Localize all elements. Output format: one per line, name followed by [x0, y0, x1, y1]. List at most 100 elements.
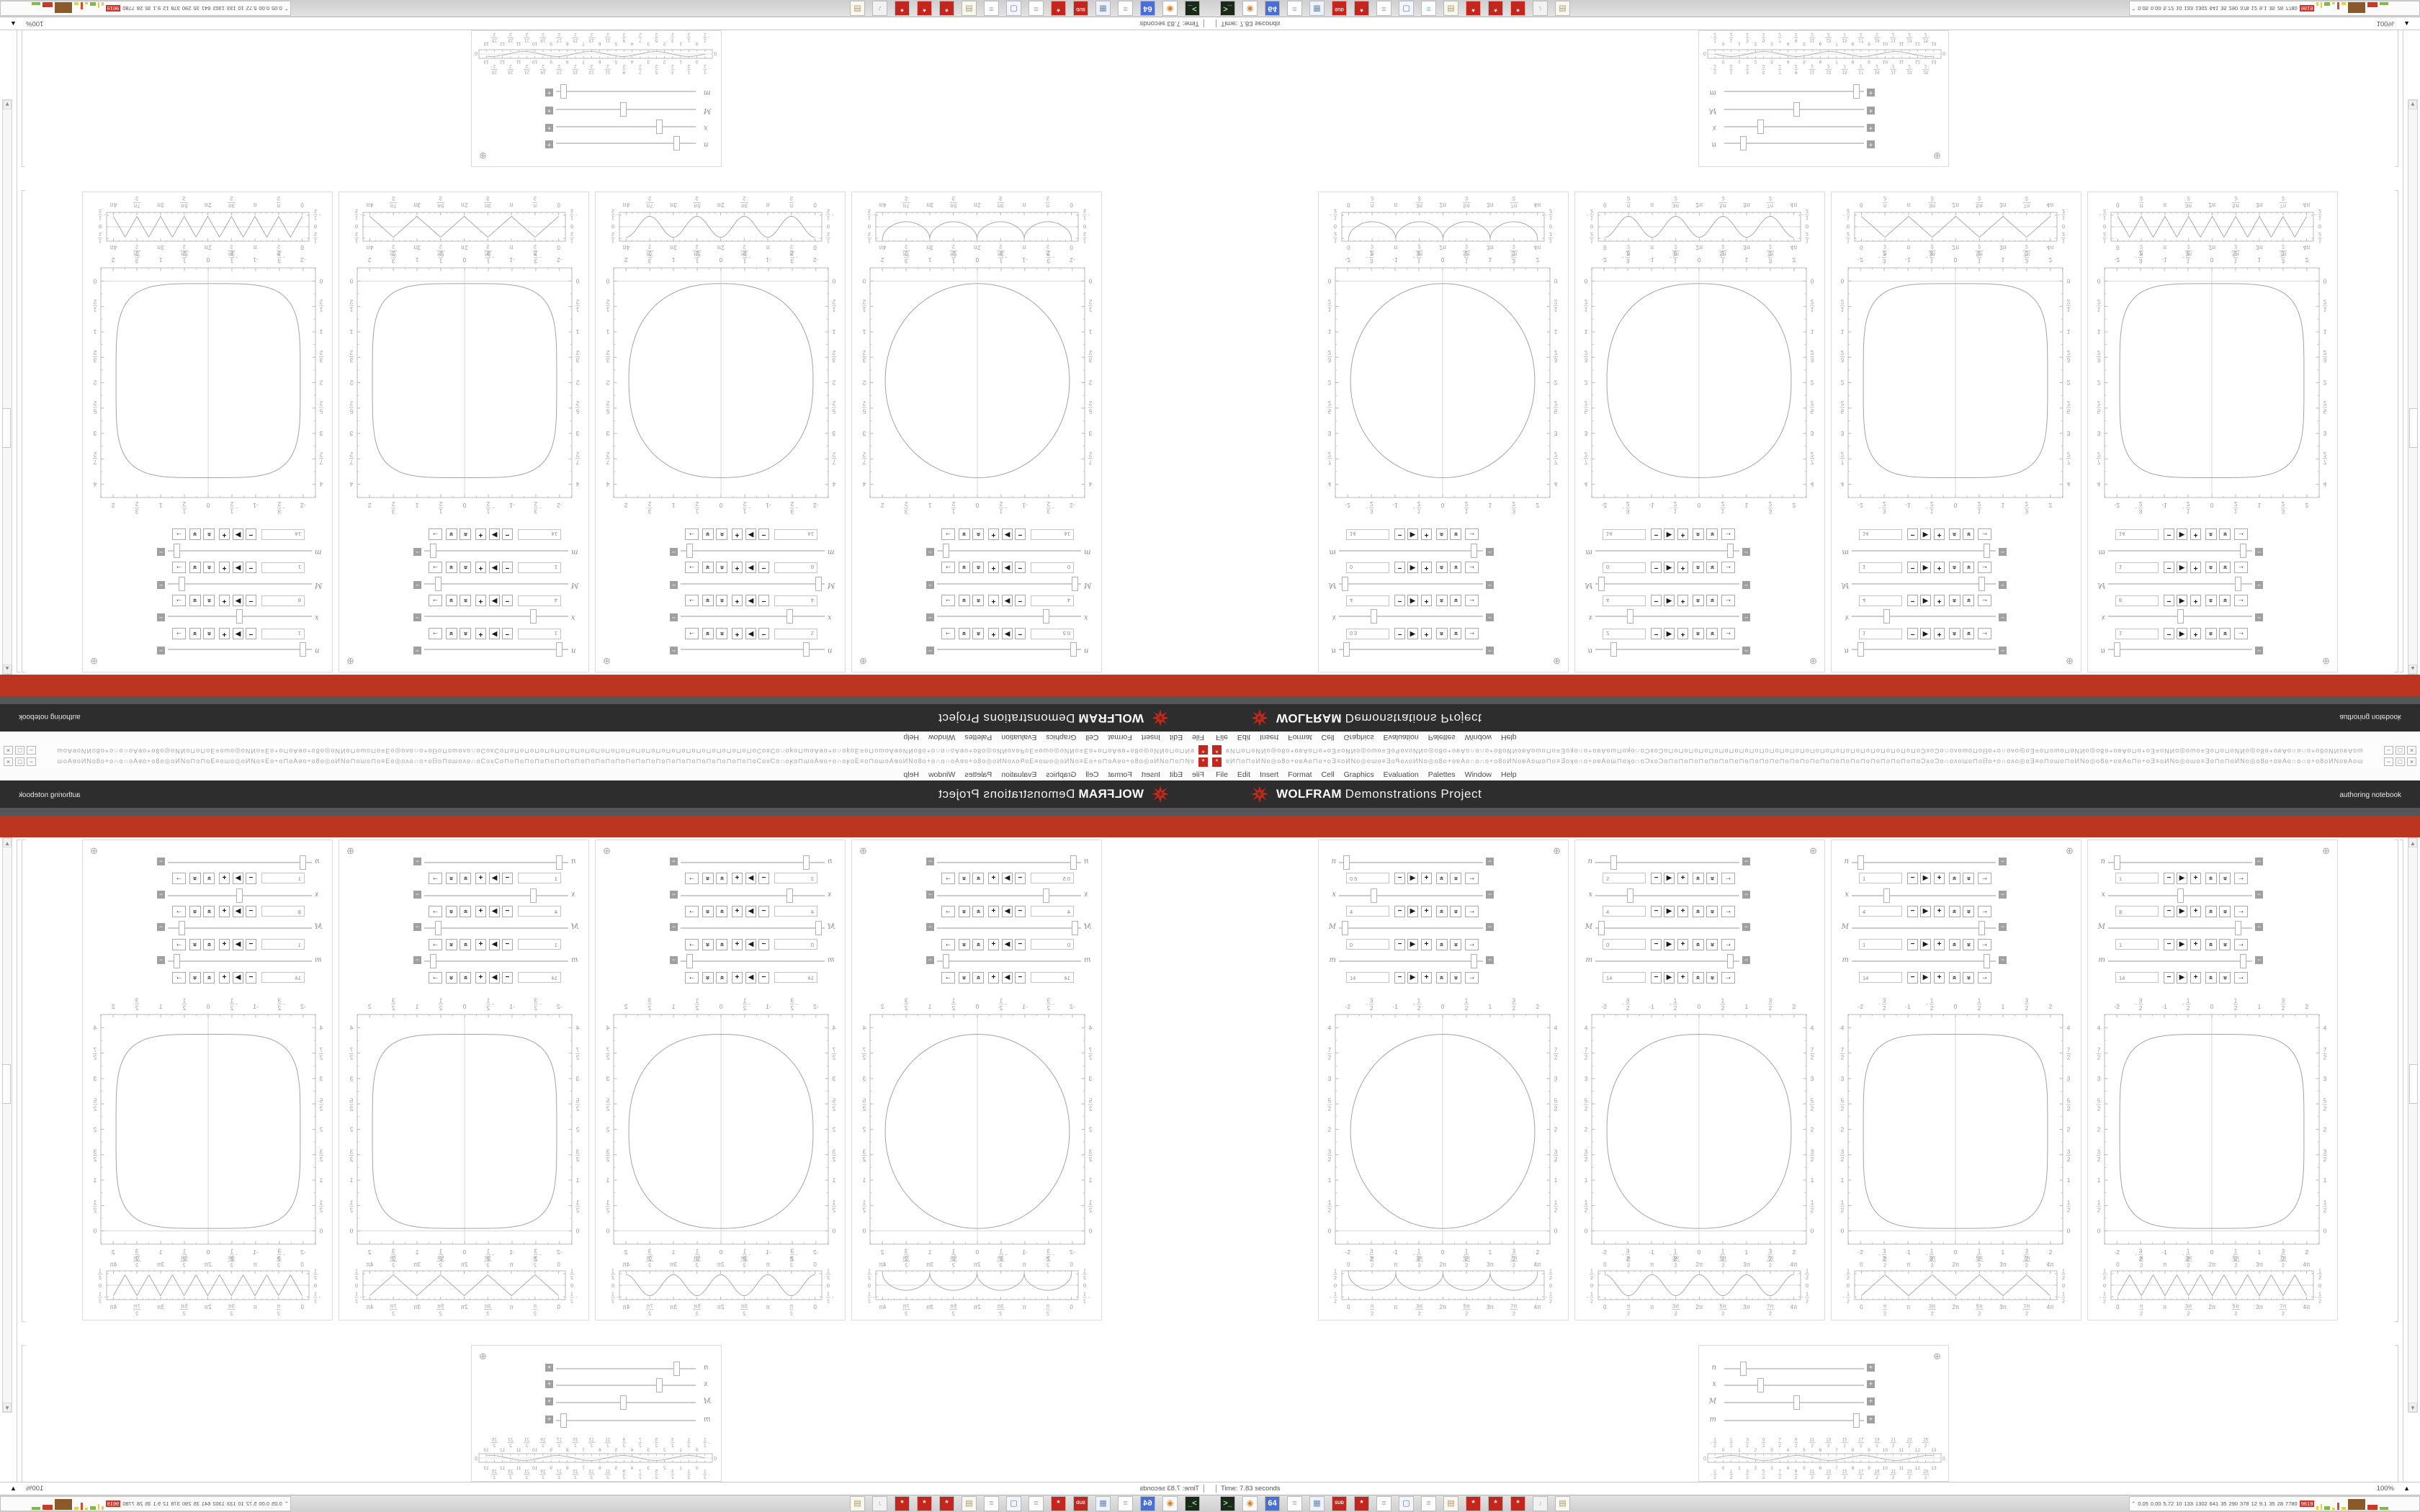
slider-thumb-M[interactable]	[435, 921, 442, 935]
slower-button[interactable]: »	[1450, 595, 1461, 606]
slider-collapse-button[interactable]: −	[2255, 581, 2263, 589]
play-button[interactable]: ▶	[1002, 939, 1013, 950]
direction-button[interactable]: →	[1721, 972, 1735, 984]
slider-collapse-button[interactable]: −	[413, 613, 421, 621]
value-field-x[interactable]: 4	[1603, 595, 1646, 606]
slider-track-n[interactable]	[1339, 642, 1483, 657]
resize-grip-icon[interactable]: ▲	[10, 20, 17, 27]
menu-item-insert[interactable]: Insert	[1260, 733, 1279, 742]
increment-button[interactable]: +	[732, 873, 743, 884]
value-field-M[interactable]: 0	[1346, 562, 1389, 573]
slower-button[interactable]: »	[959, 628, 970, 639]
slider-expand-button[interactable]: +	[1867, 140, 1875, 148]
slider-thumb-x[interactable]	[236, 888, 243, 903]
decrement-button[interactable]: −	[1651, 528, 1662, 540]
faster-button[interactable]: »	[1949, 873, 1960, 884]
play-button[interactable]: ▶	[2177, 972, 2187, 984]
direction-button[interactable]: →	[2234, 528, 2248, 540]
slider-thumb-n[interactable]	[673, 136, 680, 150]
direction-button[interactable]: →	[429, 595, 442, 606]
faster-button[interactable]: »	[203, 628, 215, 639]
slider-track-x[interactable]	[681, 888, 825, 903]
play-button[interactable]: ▶	[1920, 562, 1931, 573]
play-button[interactable]: ▶	[1664, 528, 1675, 540]
slider-track-n[interactable]	[424, 855, 568, 870]
decrement-button[interactable]: −	[1907, 595, 1918, 606]
decrement-button[interactable]: −	[1394, 628, 1405, 639]
faster-button[interactable]: »	[1693, 562, 1704, 573]
slider-collapse-button[interactable]: −	[1742, 858, 1750, 865]
direction-button[interactable]: →	[2234, 972, 2248, 984]
menu-item-palettes[interactable]: Palettes	[1428, 733, 1456, 742]
play-button[interactable]: ▶	[233, 972, 243, 984]
slider-thumb-m[interactable]	[430, 544, 436, 558]
slower-button[interactable]: »	[1963, 939, 1974, 950]
decrement-button[interactable]: −	[1907, 628, 1918, 639]
value-field-m[interactable]: 14	[1859, 972, 1902, 983]
slider-thumb-M[interactable]	[1072, 921, 1078, 935]
slider-collapse-button[interactable]: −	[157, 891, 165, 899]
value-field-n[interactable]: 0.5	[1031, 873, 1074, 883]
vertical-scrollbar[interactable]: ▲ ▼	[2, 837, 12, 1413]
window-title-bar[interactable]: * ɐИ⊓o⊓oИNo◎o8o+oɐAo⊓o+oƎ≡oИNo◎oɯo≡Ǝoᑫoᴧ…	[1210, 756, 2420, 768]
slider-collapse-button[interactable]: −	[670, 956, 678, 964]
value-field-n[interactable]: 1	[1859, 629, 1902, 639]
decrement-button[interactable]: −	[1651, 562, 1662, 573]
slider-track-x[interactable]	[937, 888, 1081, 903]
faster-button[interactable]: »	[203, 939, 215, 950]
script-icon[interactable]: ▤	[1555, 1, 1570, 16]
slider-track-m[interactable]	[1339, 544, 1483, 558]
increment-button[interactable]: +	[219, 873, 230, 884]
decrement-button[interactable]: −	[1394, 939, 1405, 950]
slider-thumb-M[interactable]	[1342, 921, 1348, 935]
slider-thumb-M[interactable]	[620, 1395, 627, 1410]
value-field-x[interactable]: 4	[1031, 906, 1074, 917]
slider-expand-button[interactable]: +	[545, 1416, 553, 1423]
slider-thumb-x[interactable]	[1371, 609, 1377, 624]
slider-collapse-button[interactable]: −	[926, 548, 934, 556]
faster-button[interactable]: »	[460, 528, 471, 540]
faster-button[interactable]: »	[716, 873, 727, 884]
slider-track-n[interactable]	[424, 642, 568, 657]
decrement-button[interactable]: −	[2164, 972, 2174, 984]
slider-collapse-button[interactable]: −	[157, 581, 165, 589]
terminal-icon[interactable]: >_	[1220, 1496, 1235, 1511]
value-field-M[interactable]: 0	[1031, 939, 1074, 950]
slider-thumb-m[interactable]	[174, 544, 180, 558]
direction-button[interactable]: →	[941, 906, 955, 917]
increment-button[interactable]: +	[1677, 595, 1688, 606]
increment-button[interactable]: +	[732, 939, 743, 950]
increment-button[interactable]: +	[219, 528, 230, 540]
script-icon[interactable]: ▤	[850, 1, 865, 16]
direction-button[interactable]: →	[1721, 906, 1735, 917]
scroll-down-button[interactable]: ▼	[3, 100, 12, 109]
decrement-button[interactable]: −	[1907, 972, 1918, 984]
slider-thumb-m[interactable]	[1471, 954, 1477, 968]
cell-bracket[interactable]	[2395, 29, 2398, 167]
value-field-n[interactable]: 0.5	[1346, 873, 1389, 883]
direction-button[interactable]: →	[685, 528, 699, 540]
decrement-button[interactable]: −	[1907, 939, 1918, 950]
slider-track-m[interactable]	[168, 544, 312, 558]
manipulate-popup-icon[interactable]: ⊕	[603, 656, 611, 667]
slider-thumb-n[interactable]	[1343, 855, 1350, 870]
direction-button[interactable]: →	[429, 939, 442, 950]
slider-collapse-button[interactable]: −	[1742, 956, 1750, 964]
slower-button[interactable]: »	[959, 873, 970, 884]
play-button[interactable]: ▶	[1002, 628, 1013, 639]
value-field-M[interactable]: 1	[1859, 562, 1902, 573]
direction-button[interactable]: →	[685, 972, 699, 984]
play-button[interactable]: ▶	[1920, 939, 1931, 950]
slider-collapse-button[interactable]: −	[1999, 956, 2007, 964]
faster-button[interactable]: »	[1949, 528, 1960, 540]
notepad-icon[interactable]: ≡	[1376, 1496, 1392, 1511]
notepad-icon[interactable]: ≡	[1118, 1496, 1133, 1511]
restore-button[interactable]: □	[2396, 746, 2405, 755]
value-field-x[interactable]: 4	[1859, 906, 1902, 917]
increment-button[interactable]: +	[1677, 939, 1688, 950]
slider-collapse-button[interactable]: −	[670, 581, 678, 589]
direction-button[interactable]: →	[1978, 628, 1991, 639]
cell-bracket[interactable]	[2395, 190, 2398, 672]
play-button[interactable]: ▶	[1920, 906, 1931, 917]
close-button[interactable]: ×	[4, 757, 13, 766]
